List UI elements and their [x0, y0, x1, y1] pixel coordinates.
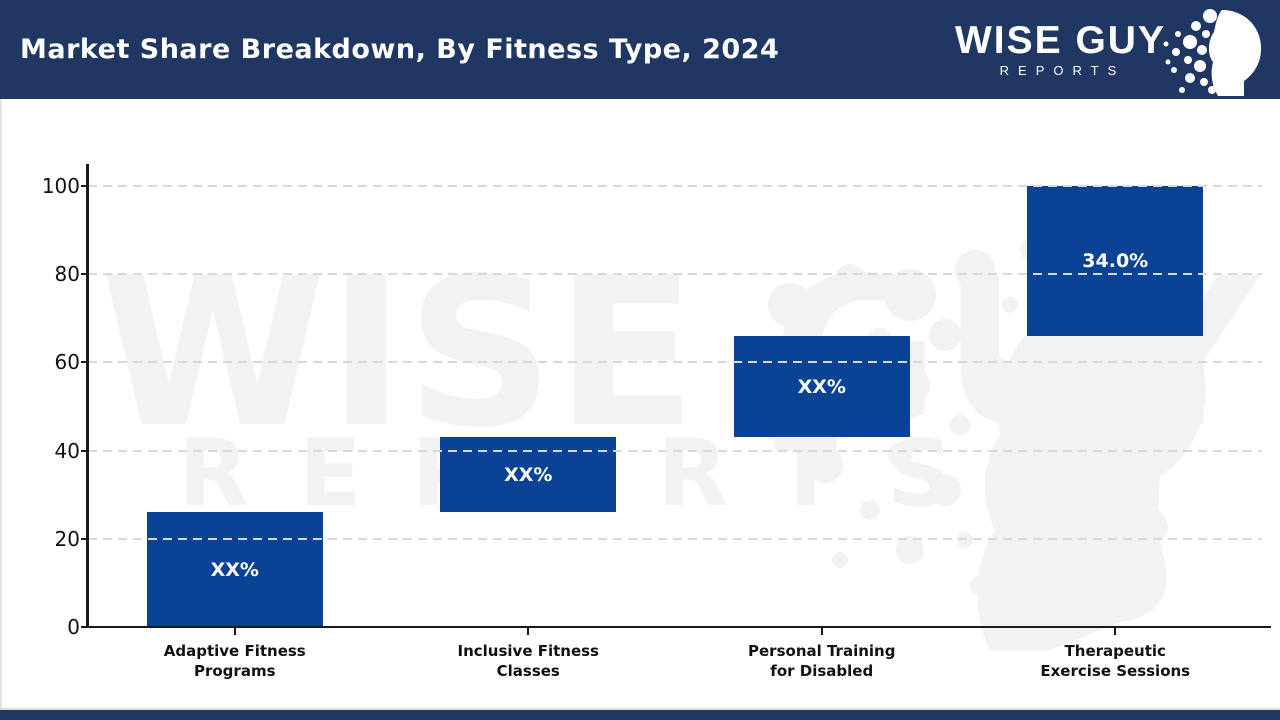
bar-value-label: XX%	[504, 463, 553, 486]
x-category-label: Personal Training for Disabled	[748, 642, 896, 680]
wise-guy-reports-logo: WISE GUY REPORTS	[955, 4, 1270, 96]
y-tick-label: 20	[54, 526, 80, 551]
bar-segment	[146, 512, 323, 627]
y-tick-mark	[81, 626, 88, 628]
x-tick-mark	[527, 628, 530, 635]
footer-bar	[0, 710, 1280, 720]
x-axis-line	[86, 625, 1271, 628]
logo-text: WISE GUY REPORTS	[955, 21, 1166, 78]
x-tick-mark	[233, 628, 236, 635]
header-bar: Market Share Breakdown, By Fitness Type,…	[0, 0, 1280, 99]
y-axis-line	[86, 164, 89, 628]
y-tick-mark	[81, 537, 88, 540]
logo-wordmark: WISE GUY	[954, 19, 1166, 62]
chart-title: Market Share Breakdown, By Fitness Type,…	[20, 34, 780, 65]
bar-value-label: XX%	[797, 375, 846, 398]
y-tick-mark	[81, 449, 88, 452]
gridline-60	[88, 361, 1262, 364]
bar-segment	[733, 335, 910, 438]
gridline-80	[88, 273, 1262, 276]
x-tick-mark	[820, 628, 823, 635]
y-tick-label: 100	[41, 174, 80, 198]
logo-subtext: REPORTS	[999, 63, 1126, 78]
y-tick-label: 0	[67, 615, 80, 639]
y-tick-label: 60	[54, 350, 80, 375]
x-category-label: Therapeutic Exercise Sessions	[1040, 642, 1191, 680]
y-tick-mark	[81, 273, 88, 276]
gridline-20	[88, 537, 1262, 540]
y-tick-mark	[81, 361, 88, 364]
left-edge-line	[0, 99, 2, 708]
gridline-100	[88, 185, 1262, 187]
x-category-label: Adaptive Fitness Programs	[163, 642, 306, 680]
footer-divider-line	[0, 708, 1280, 710]
bar-value-label: XX%	[210, 558, 259, 581]
bar-value-label: 34.0%	[1082, 249, 1149, 272]
gridline-40	[88, 449, 1262, 452]
logo-face-icon	[1163, 8, 1262, 96]
y-tick-label: 80	[54, 262, 80, 287]
y-tick-label: 40	[54, 438, 80, 463]
y-tick-mark	[81, 185, 88, 187]
x-tick-mark	[1114, 628, 1117, 635]
x-category-label: Inclusive Fitness Classes	[457, 642, 599, 680]
bar-segment	[1027, 186, 1204, 336]
